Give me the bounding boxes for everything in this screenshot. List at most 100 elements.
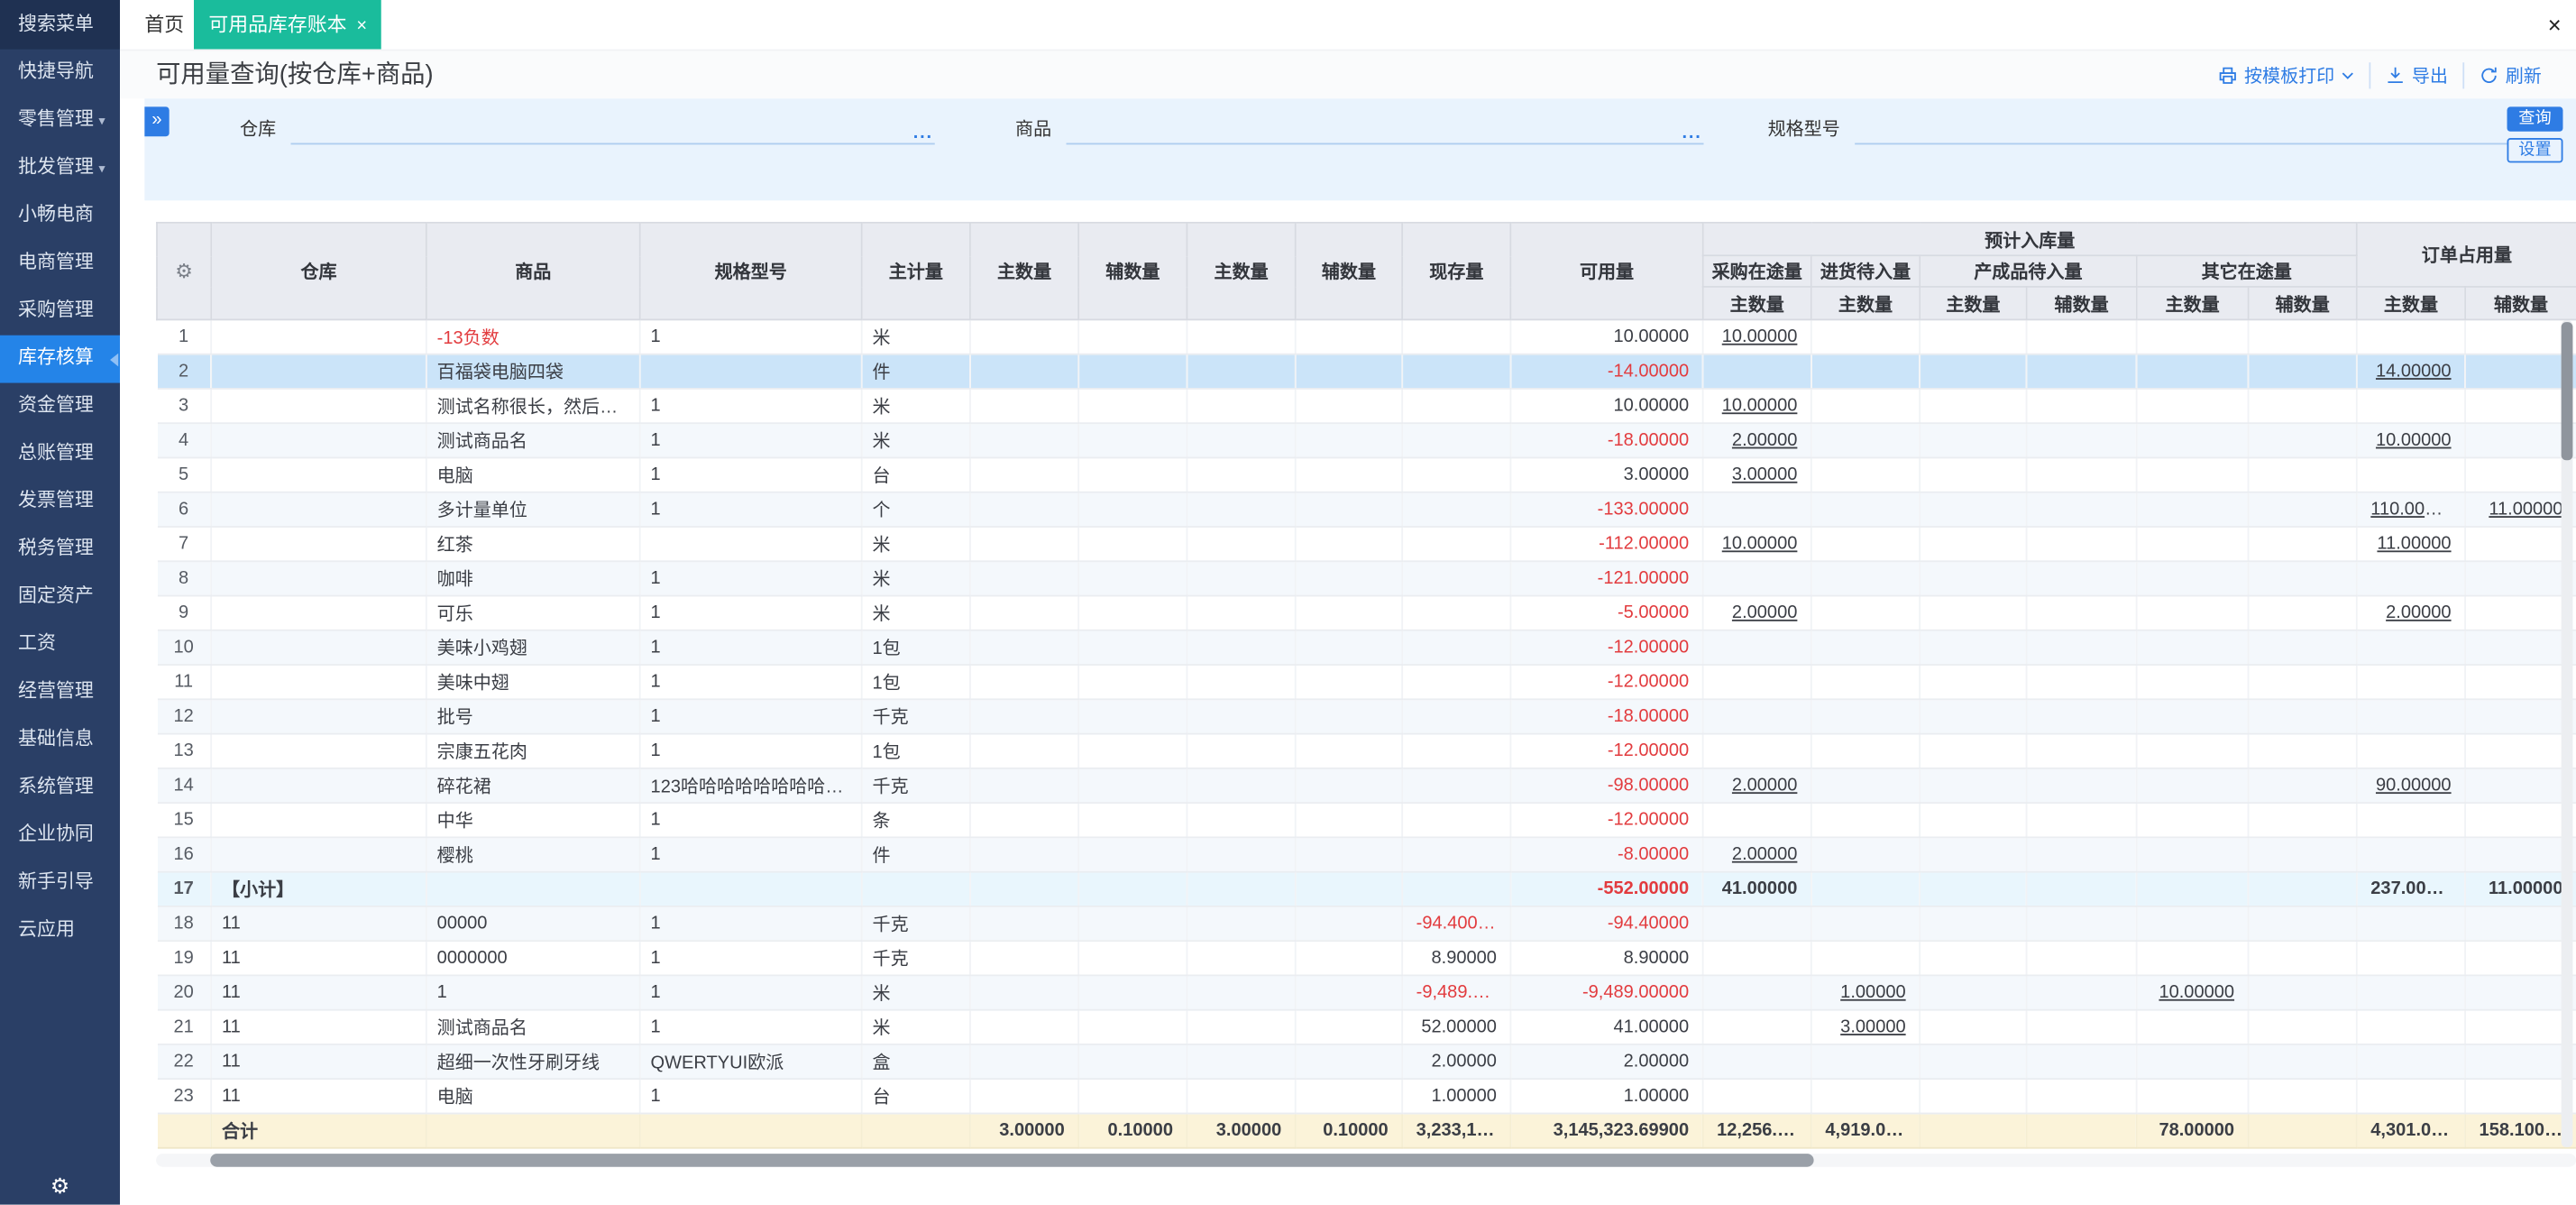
subtotal-row[interactable]: 17 【小计】 -552.00000 41.00000 237.00000 11.0000… xyxy=(157,871,2576,907)
refresh-button[interactable]: 刷新 xyxy=(2462,61,2556,88)
warehouse-picker-icon[interactable]: ... xyxy=(912,123,933,143)
table-row[interactable]: 9 可乐 1 米 -5.00000 2.00000 2.00000 xyxy=(157,595,2576,631)
cell-incoming_pending[interactable]: 3.00000 xyxy=(1811,1009,1921,1045)
sidebar-item[interactable]: 发票管理 xyxy=(0,478,120,526)
cell-order_main[interactable]: 2.00000 xyxy=(2356,595,2466,631)
sidebar-item[interactable]: 系统管理 xyxy=(0,764,120,812)
col-unit[interactable]: 主计量 xyxy=(860,221,971,321)
col-finished-main[interactable]: 主数量 xyxy=(1919,286,2028,321)
table-row[interactable]: 23 11 电脑 1 台 1.00000 1.00000 xyxy=(157,1079,2576,1115)
sidebar-item[interactable]: 搜索菜单 xyxy=(0,0,121,50)
tab-home[interactable]: 首页 xyxy=(144,13,185,37)
product-picker-icon[interactable]: ... xyxy=(1682,123,1702,143)
cell-purchase_transit[interactable]: 10.00000 xyxy=(1702,319,1812,355)
col-stock[interactable]: 现存量 xyxy=(1401,221,1512,321)
sidebar-item[interactable]: 电商管理 xyxy=(0,240,120,288)
cell-purchase_transit[interactable]: 2.00000 xyxy=(1702,837,1812,873)
column-settings-gear[interactable]: ⚙ xyxy=(156,221,213,321)
sidebar-item[interactable]: 工资 xyxy=(0,621,120,669)
table-row[interactable]: 10 美味小鸡翅 1 1包 -12.00000 xyxy=(157,630,2576,666)
sidebar-item[interactable]: 经营管理 xyxy=(0,669,120,717)
col-spec[interactable]: 规格型号 xyxy=(638,221,863,321)
cell-order_main[interactable]: 90.00000 xyxy=(2356,768,2466,805)
table-row[interactable]: 5 电脑 1 台 3.00000 3.00000 xyxy=(157,457,2576,493)
export-button[interactable]: 导出 xyxy=(2369,61,2462,88)
col-other-main[interactable]: 主数量 xyxy=(2135,286,2250,321)
table-row[interactable]: 21 11 测试商品名 1 米 52.00000 41.00000 3.00000 xyxy=(157,1009,2576,1045)
sidebar-item[interactable]: 库存核算 xyxy=(0,335,121,383)
table-row[interactable]: 22 11 超细一次性牙刷牙线 QWERTYUI欧派盒 2.00000 2.00000 xyxy=(157,1044,2576,1081)
cell-order_aux[interactable]: 11.00000 xyxy=(2465,492,2576,528)
total-row[interactable]: 合计 3.00000 0.10000 3.00000 0.10000 3,233,105.… xyxy=(157,1113,2576,1149)
col-purchase-main[interactable]: 主数量 xyxy=(1701,286,1812,321)
tab-close-icon[interactable]: × xyxy=(356,16,368,37)
col-finished-pending[interactable]: 产成品待入量 xyxy=(1919,254,2138,288)
table-row[interactable]: 6 多计量单位 1 个 -133.00000 110.00000 11.00000 xyxy=(157,492,2576,528)
product-input[interactable] xyxy=(1066,115,1704,142)
cell-purchase_transit[interactable]: 10.00000 xyxy=(1702,388,1812,425)
col-other-transit[interactable]: 其它在途量 xyxy=(2135,254,2358,288)
sidebar-gear-icon[interactable]: ⚙ xyxy=(50,1173,70,1199)
sidebar-item[interactable]: 批发管理 ▾ xyxy=(0,144,120,192)
window-close-icon[interactable]: × xyxy=(2547,11,2562,38)
col-warehouse[interactable]: 仓库 xyxy=(210,221,427,321)
col-main-qty[interactable]: 主数量 xyxy=(969,221,1080,321)
col-available[interactable]: 可用量 xyxy=(1509,221,1704,321)
tab-active[interactable]: 可用品库存账本 × xyxy=(194,0,382,50)
cell-purchase_transit[interactable]: 3.00000 xyxy=(1702,457,1812,493)
sidebar-item[interactable]: 企业协同 xyxy=(0,812,120,860)
table-row[interactable]: 11 美味中翅 1 1包 -12.00000 xyxy=(157,665,2576,701)
cell-order_main[interactable]: 14.00000 xyxy=(2356,354,2466,390)
sidebar-item[interactable]: 固定资产 xyxy=(0,574,120,621)
cell-purchase_transit[interactable]: 2.00000 xyxy=(1702,595,1812,631)
table-row[interactable]: 15 中华 1 条 -12.00000 xyxy=(157,803,2576,839)
sidebar-item[interactable]: 总账管理 xyxy=(0,430,120,478)
table-row[interactable]: 7 红茶 米 -112.00000 10.00000 11.00000 xyxy=(157,526,2576,563)
cell-order_main[interactable]: 11.00000 xyxy=(2356,526,2466,563)
col-order-main[interactable]: 主数量 xyxy=(2355,286,2466,321)
expand-panel-button[interactable]: » xyxy=(144,106,170,137)
cell-purchase_transit[interactable]: 10.00000 xyxy=(1702,526,1812,563)
cell-other_main[interactable]: 10.00000 xyxy=(2136,975,2250,1011)
horizontal-scrollbar-thumb[interactable] xyxy=(210,1154,1814,1167)
vertical-scrollbar-thumb[interactable] xyxy=(2561,322,2573,461)
table-row[interactable]: 14 碎花裙123哈哈哈哈哈哈哈哈哈哈哈...千克 -98.000002.00000… xyxy=(157,768,2576,805)
table-row[interactable]: 2 百福袋电脑四袋 件 -14.00000 14.00000 xyxy=(157,354,2576,390)
settings-button[interactable]: 设置 xyxy=(2507,138,2563,163)
table-row[interactable]: 18 11 00000 1 千克 -94.40000 -94.40000 xyxy=(157,906,2576,943)
col-product[interactable]: 商品 xyxy=(425,221,641,321)
col-incoming-pending[interactable]: 进货待入量 xyxy=(1810,254,1921,288)
sidebar-item[interactable]: 采购管理 xyxy=(0,288,120,336)
table-row[interactable]: 8 咖啡 1 米 -121.00000 xyxy=(157,561,2576,597)
table-row[interactable]: 13 宗康五花肉 1 1包 -12.00000 xyxy=(157,733,2576,769)
col-main-qty-2[interactable]: 主数量 xyxy=(1186,221,1297,321)
col-group-expected-in[interactable]: 预计入库量 xyxy=(1701,221,2358,257)
col-group-order-occupied[interactable]: 订单占用量 xyxy=(2355,221,2576,288)
sidebar-item[interactable]: 资金管理 xyxy=(0,383,120,431)
sidebar-item[interactable]: 小畅电商 xyxy=(0,192,120,240)
col-order-aux[interactable]: 辅数量 xyxy=(2464,286,2576,321)
col-purchase-transit[interactable]: 采购在途量 xyxy=(1701,254,1812,288)
col-incoming-main[interactable]: 主数量 xyxy=(1810,286,1921,321)
spec-input[interactable] xyxy=(1855,115,2552,142)
sidebar-item[interactable]: 基础信息 xyxy=(0,716,120,764)
cell-incoming_pending[interactable]: 1.00000 xyxy=(1811,975,1921,1011)
col-other-aux[interactable]: 辅数量 xyxy=(2247,286,2358,321)
table-row[interactable]: 4 测试商品名 1 米 -18.00000 2.00000 10.00000 xyxy=(157,423,2576,459)
cell-purchase_transit[interactable]: 2.00000 xyxy=(1702,768,1812,805)
table-row[interactable]: 1 -13负数 1 米 10.00000 10.00000 xyxy=(157,319,2576,355)
sidebar-item[interactable]: 快捷导航 xyxy=(0,50,120,97)
warehouse-input[interactable] xyxy=(290,115,935,142)
query-button[interactable]: 查询 xyxy=(2507,106,2563,132)
table-row[interactable]: 19 11 0000000 1 千克 8.90000 8.90000 xyxy=(157,941,2576,977)
chevron-down-icon[interactable] xyxy=(2341,69,2354,82)
table-row[interactable]: 16 樱桃 1 件 -8.00000 2.00000 xyxy=(157,837,2576,873)
print-by-template-button[interactable]: 按模板打印 xyxy=(2203,61,2369,87)
sidebar-item[interactable]: 零售管理 ▾ xyxy=(0,97,120,145)
table-row[interactable]: 12 批号 1 千克 -18.00000 xyxy=(157,699,2576,735)
sidebar-item[interactable]: 税务管理 xyxy=(0,526,120,574)
cell-purchase_transit[interactable]: 2.00000 xyxy=(1702,423,1812,459)
col-aux-qty[interactable]: 辅数量 xyxy=(1077,221,1188,321)
cell-order_main[interactable]: 110.00000 xyxy=(2356,492,2466,528)
